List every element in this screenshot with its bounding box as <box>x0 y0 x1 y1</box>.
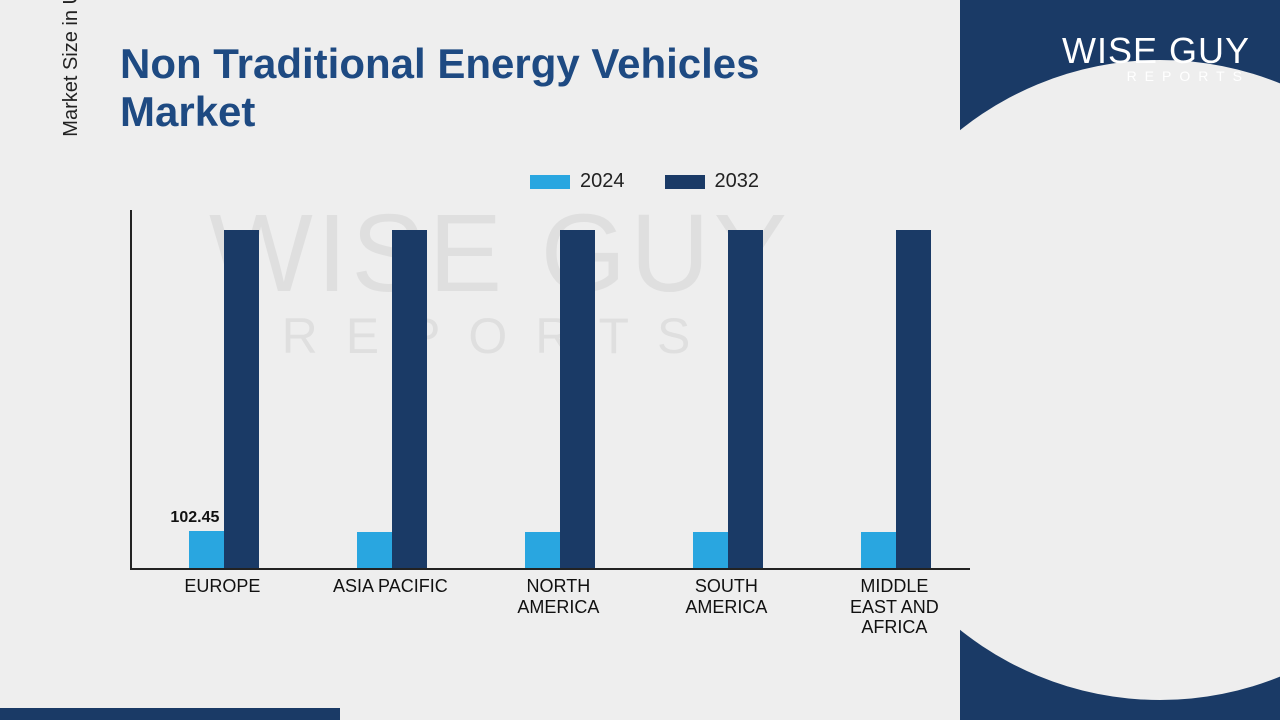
bar-series1 <box>861 532 896 568</box>
bar-series1 <box>525 532 560 568</box>
legend-swatch-2024 <box>530 175 570 189</box>
bar-series2 <box>728 230 763 568</box>
y-axis-label: Market Size in USD Billion <box>60 0 83 210</box>
x-axis-category-label: EUROPE <box>162 576 282 597</box>
brand-logo: WISE GUY REPORTS <box>1062 30 1250 84</box>
x-axis-category-label: MIDDLE EAST AND AFRICA <box>834 576 954 638</box>
legend: 2024 2032 <box>530 170 759 193</box>
logo-line-1: WISE GUY <box>1062 30 1250 72</box>
bar-group <box>861 230 931 568</box>
bar-group <box>525 230 595 568</box>
bar-series2 <box>560 230 595 568</box>
bar-series1 <box>693 532 728 568</box>
bar-series2 <box>392 230 427 568</box>
bar-data-label: 102.45 <box>170 509 219 527</box>
legend-label-2024: 2024 <box>580 170 625 193</box>
legend-item-2032: 2032 <box>665 170 760 193</box>
bar-series2 <box>224 230 259 568</box>
x-axis-category-label: ASIA PACIFIC <box>330 576 450 597</box>
bar-series2 <box>896 230 931 568</box>
legend-label-2032: 2032 <box>715 170 760 193</box>
legend-item-2024: 2024 <box>530 170 625 193</box>
bar-group <box>693 230 763 568</box>
legend-swatch-2032 <box>665 175 705 189</box>
x-axis-category-label: NORTH AMERICA <box>498 576 618 617</box>
chart-area: Market Size in USD Billion 2024 2032 102… <box>70 170 970 690</box>
bottom-accent-bar <box>0 708 340 720</box>
bar-series1 <box>189 531 224 568</box>
chart-title: Non Traditional Energy Vehicles Market <box>120 40 820 137</box>
plot-region: 102.45 <box>130 210 970 570</box>
x-axis-category-label: SOUTH AMERICA <box>666 576 786 617</box>
bar-series1 <box>357 532 392 568</box>
bar-group <box>357 230 427 568</box>
